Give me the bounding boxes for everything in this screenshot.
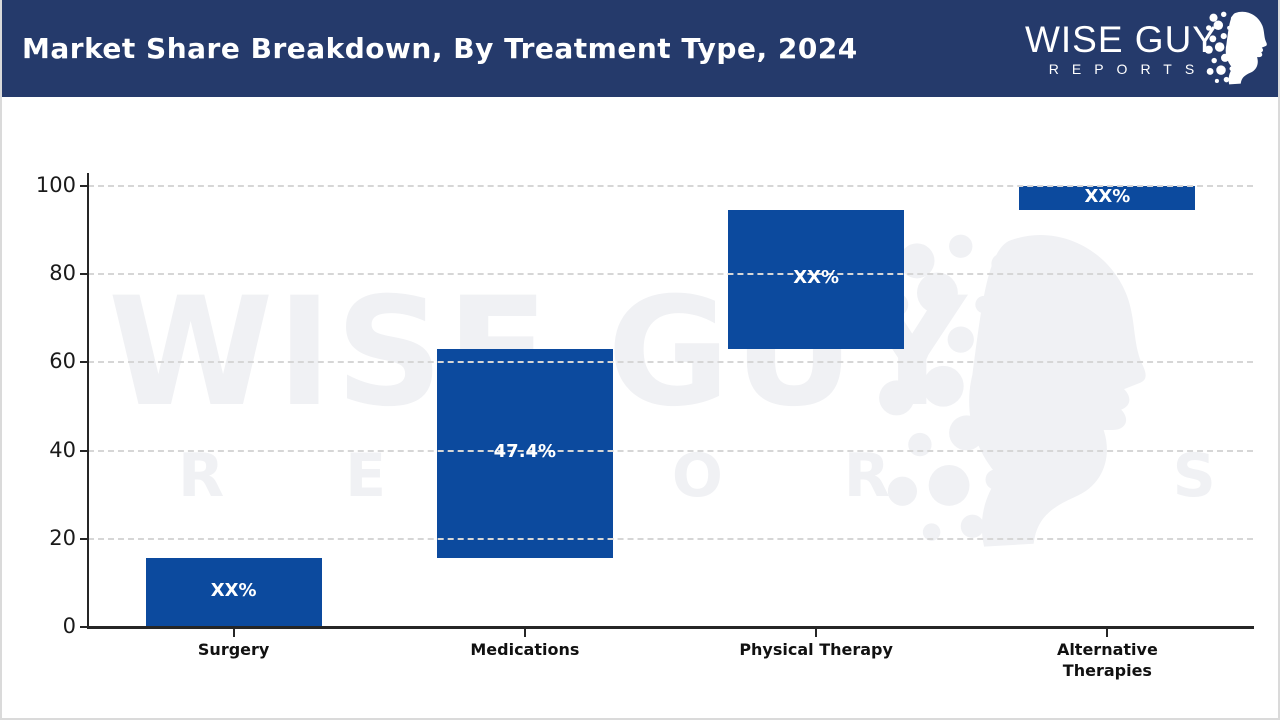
x-axis-tick-mark <box>232 629 235 637</box>
x-axis-line <box>87 626 1254 629</box>
y-axis-line <box>87 173 89 629</box>
bar-alternative-therapies <box>1019 186 1196 210</box>
header: Market Share Breakdown, By Treatment Typ… <box>0 0 1280 97</box>
bar-value-label: XX% <box>1084 185 1131 207</box>
page-title: Market Share Breakdown, By Treatment Typ… <box>22 32 858 65</box>
y-axis-tick-mark <box>80 449 88 452</box>
y-axis-tick-mark <box>80 537 88 540</box>
bar-value-label: XX% <box>210 580 257 602</box>
y-axis-tick-mark <box>80 185 88 187</box>
wiseguy-logo-text: WISE GUY REPORTS <box>1025 21 1218 77</box>
bar-medications <box>436 348 613 558</box>
x-axis-category-label: Medications <box>470 640 580 659</box>
gridline-80 <box>88 273 1253 276</box>
y-axis-tick-label: 40 <box>49 437 76 462</box>
y-axis-tick-label: 0 <box>62 614 76 638</box>
gridline-60 <box>88 361 1253 364</box>
y-axis-tick-label: 20 <box>49 525 76 550</box>
gridline-100 <box>88 185 1253 187</box>
gridline-20 <box>88 537 1253 540</box>
bar-value-label: 47.4% <box>493 441 557 463</box>
x-axis-tick-mark <box>1106 629 1109 637</box>
x-axis-tick-mark <box>815 629 818 637</box>
x-axis-category-label: Surgery <box>197 640 270 659</box>
gridline-40 <box>88 449 1253 452</box>
x-axis-category-label: Alternative Therapies <box>1056 640 1158 680</box>
bar-physical-therapy <box>728 209 905 349</box>
logo-subtitle: REPORTS <box>1048 60 1208 77</box>
x-axis-tick-mark <box>523 629 526 637</box>
y-axis-tick-mark <box>80 273 88 276</box>
x-axis-category-label: Physical Therapy <box>739 640 893 659</box>
logo-wordmark: WISE GUY <box>1024 18 1218 60</box>
bar-surgery <box>145 557 322 627</box>
wiseguy-logo: WISE GUY REPORTS <box>1025 0 1272 97</box>
bar-value-label: XX% <box>793 267 840 289</box>
y-axis-tick-mark <box>80 626 88 628</box>
y-axis-tick-label: 60 <box>49 349 76 374</box>
y-axis-tick-mark <box>80 361 88 364</box>
y-axis-tick-label: 100 <box>35 173 76 197</box>
y-axis-tick-label: 80 <box>49 261 76 286</box>
